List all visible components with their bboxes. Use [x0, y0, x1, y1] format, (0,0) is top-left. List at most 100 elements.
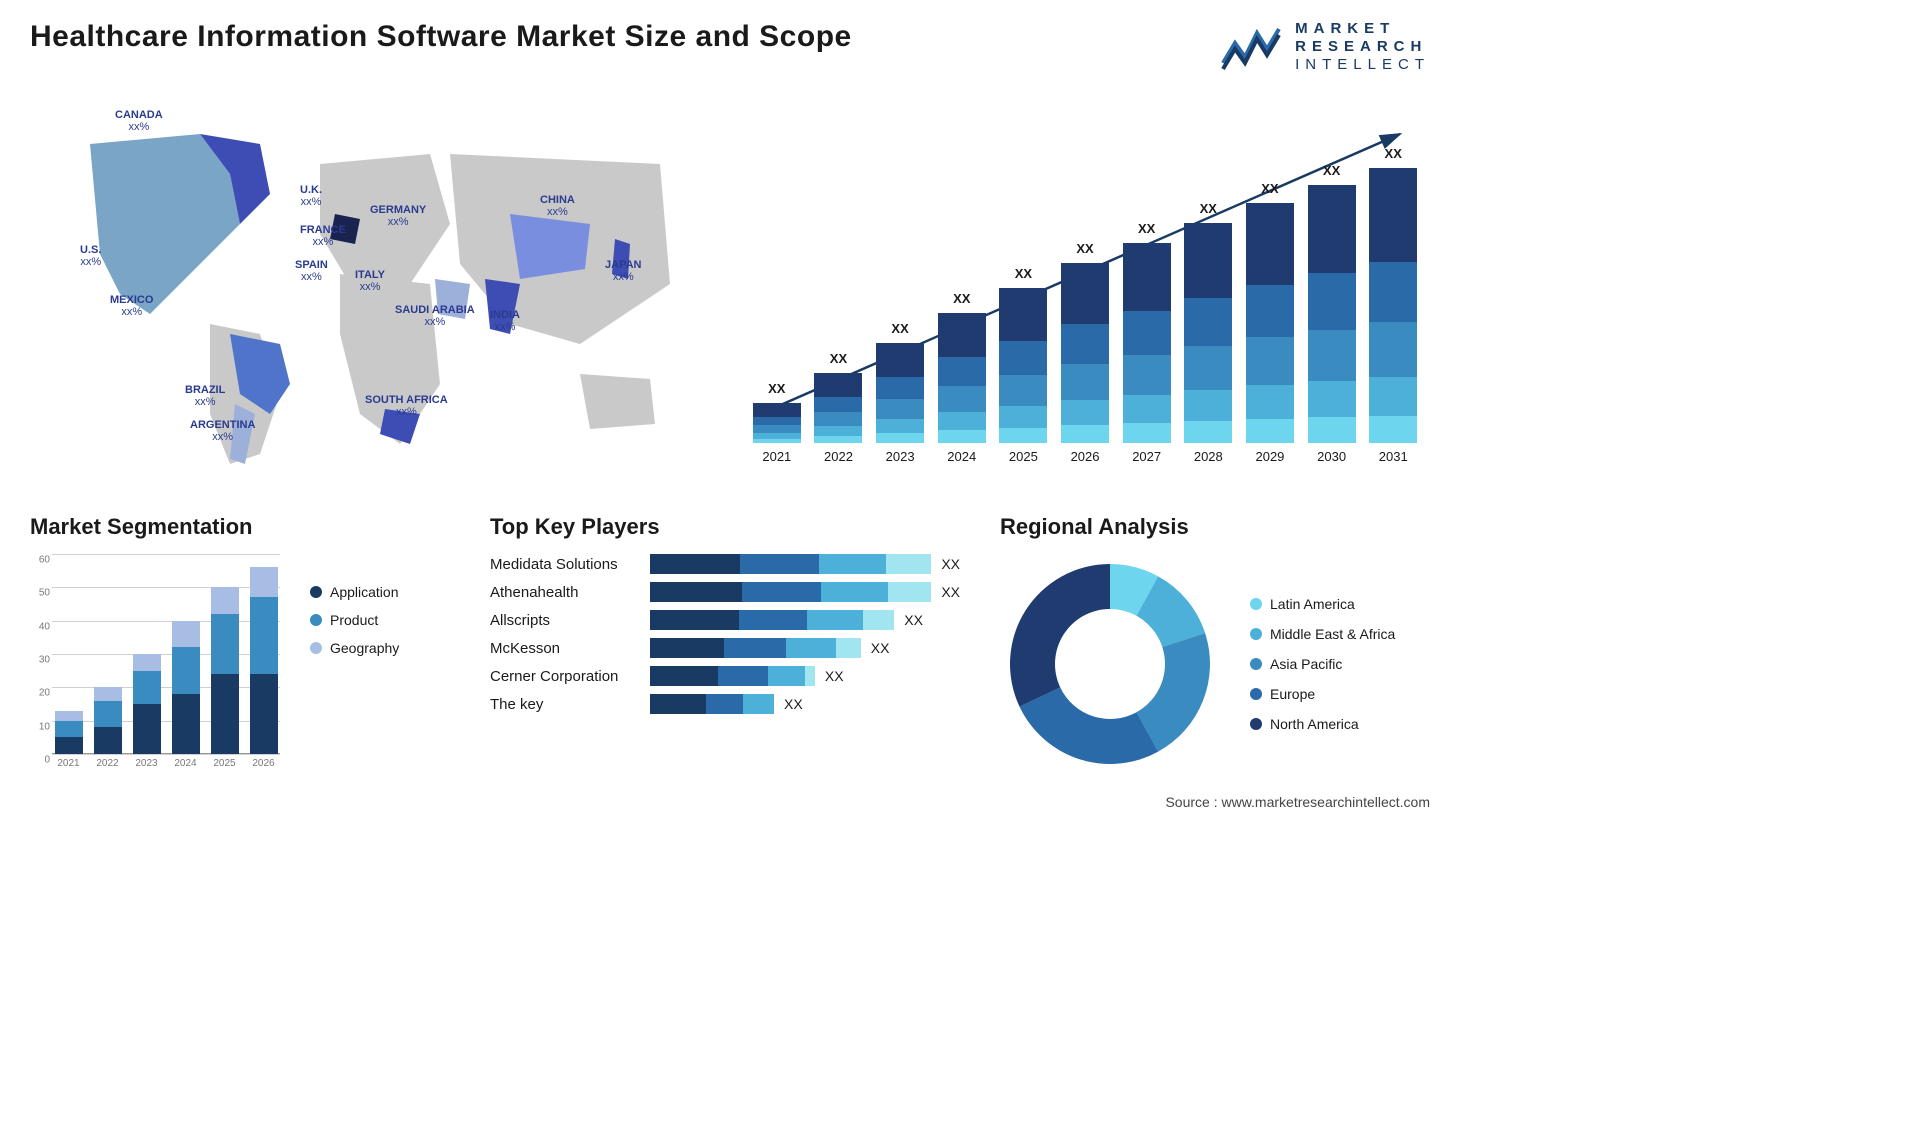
legend-label: Asia Pacific — [1270, 656, 1342, 672]
segmentation-legend: Application Product Geography — [310, 554, 399, 656]
forecast-value-label: XX — [1200, 201, 1217, 216]
map-label: SAUDI ARABIAxx% — [395, 304, 475, 328]
player-value-label: XX — [871, 640, 890, 656]
map-label: ARGENTINAxx% — [190, 419, 255, 443]
player-name: Medidata Solutions — [490, 556, 640, 573]
seg-year-label: 2025 — [213, 754, 235, 769]
map-label: JAPANxx% — [605, 259, 641, 283]
player-name: Athenahealth — [490, 584, 640, 601]
regional-panel: Regional Analysis Latin America Middle Ea… — [1000, 514, 1430, 774]
seg-ytick: 10 — [30, 721, 50, 732]
forecast-year-label: 2031 — [1379, 449, 1408, 464]
map-label: GERMANYxx% — [370, 204, 426, 228]
map-label: CANADAxx% — [115, 109, 163, 133]
forecast-bar: XX2027 — [1120, 243, 1174, 464]
forecast-value-label: XX — [1138, 221, 1155, 236]
forecast-chart: XX2021XX2022XX2023XX2024XX2025XX2026XX20… — [740, 124, 1430, 484]
donut-slice — [1020, 687, 1159, 764]
forecast-value-label: XX — [891, 321, 908, 336]
forecast-year-label: 2023 — [886, 449, 915, 464]
player-name: Cerner Corporation — [490, 668, 640, 685]
forecast-bar: XX2028 — [1181, 223, 1235, 464]
legend-label: Application — [330, 584, 399, 600]
legend-item: Asia Pacific — [1250, 656, 1395, 672]
player-bar — [650, 554, 931, 574]
player-value-label: XX — [904, 612, 923, 628]
player-name: The key — [490, 696, 640, 713]
forecast-bar: XX2023 — [873, 343, 927, 464]
seg-year-label: 2023 — [135, 754, 157, 769]
forecast-bar: XX2026 — [1058, 263, 1112, 464]
seg-ytick: 0 — [30, 755, 50, 766]
logo-icon — [1221, 23, 1285, 71]
forecast-year-label: 2027 — [1132, 449, 1161, 464]
map-label: SPAINxx% — [295, 259, 328, 283]
segmentation-panel: Market Segmentation 01020304050602021202… — [30, 514, 450, 774]
map-label: U.K.xx% — [300, 184, 322, 208]
player-name: Allscripts — [490, 612, 640, 629]
map-region-china — [510, 214, 590, 279]
seg-bar: 2022 — [91, 687, 124, 754]
legend-label: Middle East & Africa — [1270, 626, 1395, 642]
map-label: U.S.xx% — [80, 244, 101, 268]
seg-ytick: 20 — [30, 688, 50, 699]
player-bar — [650, 582, 931, 602]
seg-bar: 2025 — [208, 587, 241, 754]
map-label: SOUTH AFRICAxx% — [365, 394, 448, 418]
map-label: INDIAxx% — [490, 309, 520, 333]
regional-title: Regional Analysis — [1000, 514, 1430, 540]
forecast-bar: XX2025 — [997, 288, 1051, 464]
seg-bar: 2026 — [247, 567, 280, 754]
forecast-year-label: 2022 — [824, 449, 853, 464]
map-label: ITALYxx% — [355, 269, 385, 293]
legend-swatch-icon — [1250, 658, 1262, 670]
source-attribution: Source : www.marketresearchintellect.com — [30, 794, 1430, 810]
legend-item: Middle East & Africa — [1250, 626, 1395, 642]
map-label: CHINAxx% — [540, 194, 575, 218]
forecast-value-label: XX — [1015, 266, 1032, 281]
legend-item: Geography — [310, 640, 399, 656]
map-label: FRANCExx% — [300, 224, 346, 248]
forecast-value-label: XX — [1076, 241, 1093, 256]
player-value-label: XX — [941, 584, 960, 600]
page-title: Healthcare Information Software Market S… — [30, 20, 852, 54]
forecast-year-label: 2026 — [1071, 449, 1100, 464]
regional-donut-chart — [1000, 554, 1220, 774]
forecast-value-label: XX — [830, 351, 847, 366]
seg-ytick: 30 — [30, 655, 50, 666]
seg-ytick: 40 — [30, 621, 50, 632]
forecast-value-label: XX — [1261, 181, 1278, 196]
header: Healthcare Information Software Market S… — [30, 20, 1430, 74]
forecast-year-label: 2028 — [1194, 449, 1223, 464]
world-map-panel: CANADAxx%U.S.xx%MEXICOxx%BRAZILxx%ARGENT… — [30, 84, 710, 484]
map-label: BRAZILxx% — [185, 384, 225, 408]
legend-label: North America — [1270, 716, 1359, 732]
legend-swatch-icon — [1250, 688, 1262, 700]
forecast-bar: XX2024 — [935, 313, 989, 464]
player-row: The keyXX — [490, 694, 960, 714]
legend-label: Product — [330, 612, 378, 628]
forecast-year-label: 2030 — [1317, 449, 1346, 464]
forecast-value-label: XX — [953, 291, 970, 306]
forecast-bar: XX2022 — [812, 373, 866, 464]
player-row: Cerner CorporationXX — [490, 666, 960, 686]
seg-year-label: 2026 — [252, 754, 274, 769]
seg-ytick: 50 — [30, 588, 50, 599]
player-bar — [650, 694, 774, 714]
legend-label: Europe — [1270, 686, 1315, 702]
player-row: Allscripts XX — [490, 610, 960, 630]
forecast-value-label: XX — [1385, 146, 1402, 161]
forecast-year-label: 2024 — [947, 449, 976, 464]
player-row: Athenahealth XX — [490, 582, 960, 602]
legend-swatch-icon — [1250, 628, 1262, 640]
forecast-year-label: 2021 — [762, 449, 791, 464]
regional-legend: Latin America Middle East & Africa Asia Pa… — [1250, 596, 1395, 732]
legend-label: Latin America — [1270, 596, 1355, 612]
logo-text: MARKET RESEARCH INTELLECT — [1295, 20, 1430, 74]
legend-swatch-icon — [310, 586, 322, 598]
forecast-bar: XX2021 — [750, 403, 804, 464]
seg-year-label: 2021 — [57, 754, 79, 769]
legend-item: North America — [1250, 716, 1395, 732]
legend-item: Europe — [1250, 686, 1395, 702]
seg-bar: 2021 — [52, 711, 85, 754]
